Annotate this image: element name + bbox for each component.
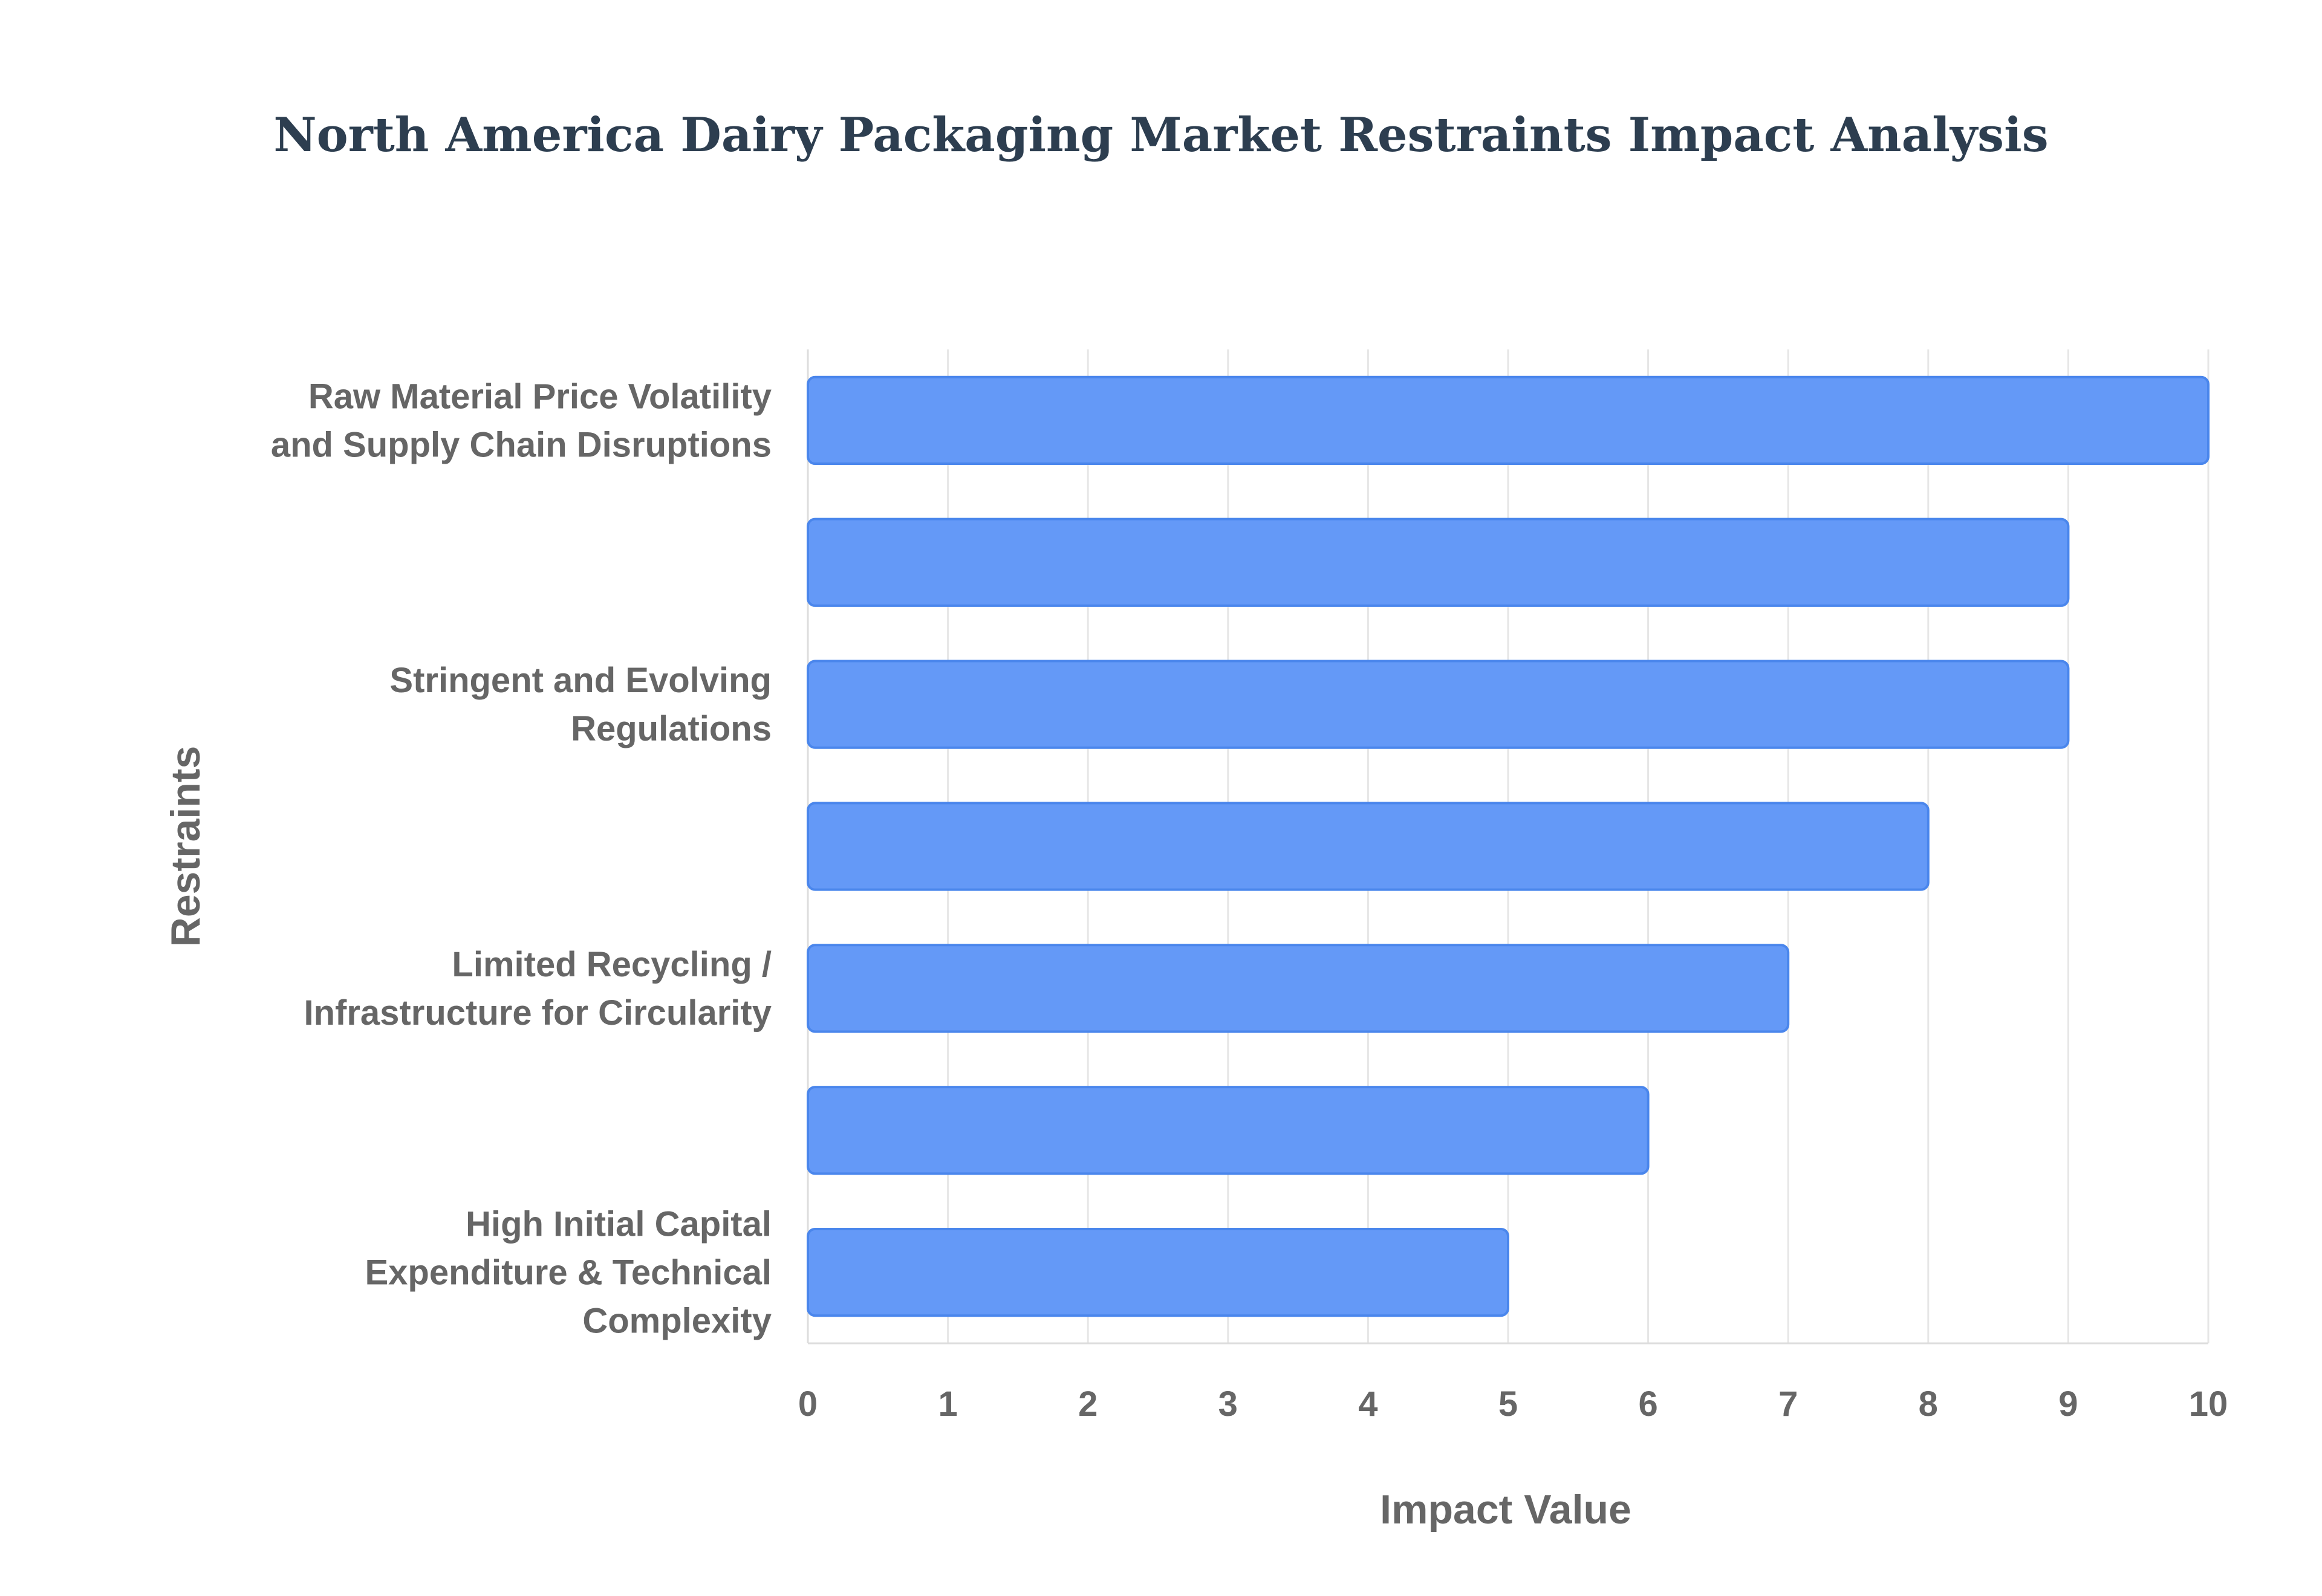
- bar: [807, 375, 2210, 465]
- x-tick-labels: 0 1 2 3 4 5 6 7 8 9 10: [798, 1384, 2228, 1424]
- bar: [807, 944, 1790, 1033]
- bar: [807, 1227, 1509, 1317]
- bar: [807, 517, 2070, 607]
- bar: [807, 660, 2070, 749]
- x-tick-label: 1: [938, 1384, 957, 1424]
- x-tick-label: 3: [1218, 1384, 1238, 1424]
- bar: [807, 802, 1930, 891]
- bar: [807, 1086, 1650, 1175]
- y-axis-title: Restraints: [163, 746, 209, 947]
- x-tick-label: 9: [2058, 1384, 2078, 1424]
- x-tick-label: 8: [1919, 1384, 1938, 1424]
- x-tick-label: 10: [2189, 1384, 2228, 1424]
- chart-title: North America Dairy Packaging Market Res…: [273, 108, 2048, 163]
- x-tick-label: 7: [1778, 1384, 1798, 1424]
- x-tick-label: 4: [1358, 1384, 1377, 1424]
- category-labels: Raw Material Price Volatility and Supply …: [271, 377, 772, 1340]
- x-tick-label: 6: [1638, 1384, 1657, 1424]
- x-tick-label: 2: [1078, 1384, 1098, 1424]
- category-label: Limited Recycling / Infrastructure for Ci…: [304, 945, 772, 1033]
- x-tick-label: 0: [798, 1384, 818, 1424]
- bars: [807, 375, 2210, 1317]
- x-axis-title: Impact Value: [1380, 1487, 1631, 1533]
- category-label: High Initial Capital Expenditure & Techni…: [365, 1205, 772, 1341]
- category-label: Raw Material Price Volatility and Supply …: [271, 377, 772, 464]
- x-tick-label: 5: [1498, 1384, 1518, 1424]
- category-label: Stringent and Evolving Regulations: [389, 661, 772, 748]
